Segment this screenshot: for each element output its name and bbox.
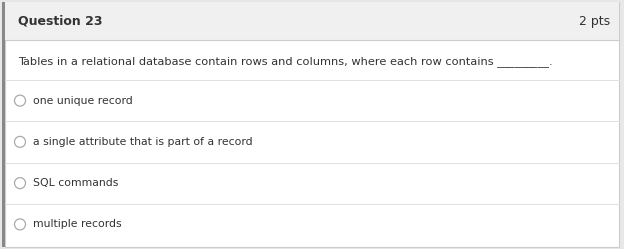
FancyBboxPatch shape: [5, 2, 619, 247]
Text: a single attribute that is part of a record: a single attribute that is part of a rec…: [33, 137, 253, 147]
FancyBboxPatch shape: [2, 2, 5, 247]
Circle shape: [14, 95, 26, 106]
Circle shape: [14, 178, 26, 189]
Text: multiple records: multiple records: [33, 219, 122, 229]
Text: 2 pts: 2 pts: [579, 14, 610, 27]
Text: Tables in a relational database contain rows and columns, where each row contain: Tables in a relational database contain …: [18, 57, 553, 67]
Text: Question 23: Question 23: [18, 14, 102, 27]
Circle shape: [14, 219, 26, 230]
Text: one unique record: one unique record: [33, 96, 133, 106]
Circle shape: [14, 136, 26, 147]
FancyBboxPatch shape: [5, 2, 619, 40]
Text: SQL commands: SQL commands: [33, 178, 119, 188]
